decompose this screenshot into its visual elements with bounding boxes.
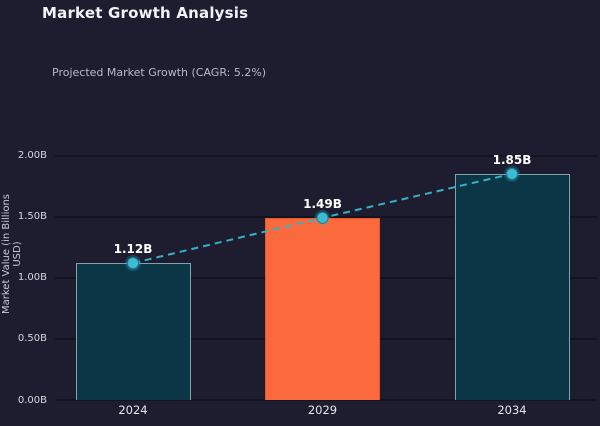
y-tick-label-1.00B: 1.00B: [17, 272, 47, 284]
chart-title: Market Growth Analysis: [42, 4, 249, 22]
data-point-marker-2034: [506, 167, 518, 180]
chart-subtitle: Projected Market Growth (CAGR: 5.2%): [52, 66, 267, 79]
bar-2024: [75, 263, 191, 400]
gridline-2.00B: [55, 154, 597, 157]
value-label-2034: 1.85B: [492, 152, 532, 167]
bar-2034: [454, 173, 570, 400]
gridline-0.00B: [55, 399, 597, 401]
value-label-2029: 1.49B: [303, 196, 342, 211]
y-tick-label-0.00B: 0.00B: [17, 394, 47, 406]
value-label-2024: 1.12B: [113, 242, 153, 257]
x-tick-label-2024: 2024: [118, 403, 148, 417]
data-point-marker-2029: [316, 211, 329, 224]
y-tick-label-2.00B: 2.00B: [17, 150, 47, 161]
x-tick-label-2034: 2034: [497, 403, 527, 417]
y-tick-label-0.50B: 0.50B: [17, 333, 47, 345]
data-point-marker-2024: [127, 257, 139, 270]
x-tick-label-2029: 2029: [307, 403, 338, 417]
y-tick-label-1.50B: 1.50B: [17, 211, 47, 223]
